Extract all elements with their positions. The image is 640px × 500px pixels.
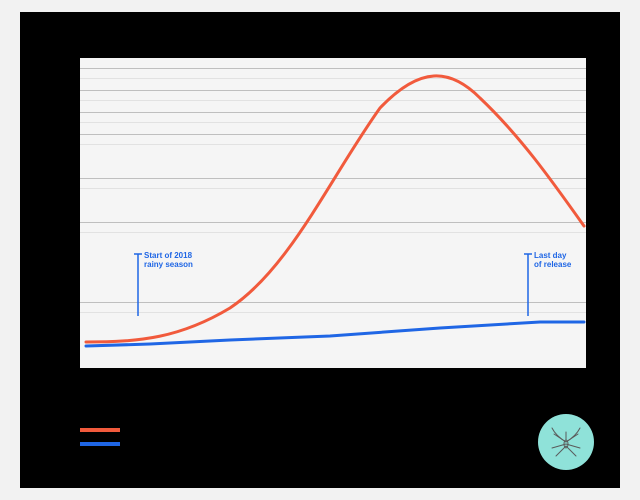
legend-row [80, 442, 300, 446]
legend-swatch [80, 442, 120, 446]
mosquito-icon [546, 422, 586, 462]
plot-area: Start of 2018 rainy season Last day of re… [80, 58, 586, 368]
annotation-label: Start of 2018 rainy season [144, 252, 193, 270]
mosquito-badge [538, 414, 594, 470]
legend [80, 428, 300, 456]
lines-layer [80, 58, 586, 368]
series-bottom [86, 322, 584, 346]
legend-swatch [80, 428, 120, 432]
legend-row [80, 428, 300, 432]
annotation-label: Last day of release [534, 252, 571, 270]
chart-frame: Start of 2018 rainy season Last day of re… [20, 12, 620, 488]
series-top [86, 76, 584, 342]
